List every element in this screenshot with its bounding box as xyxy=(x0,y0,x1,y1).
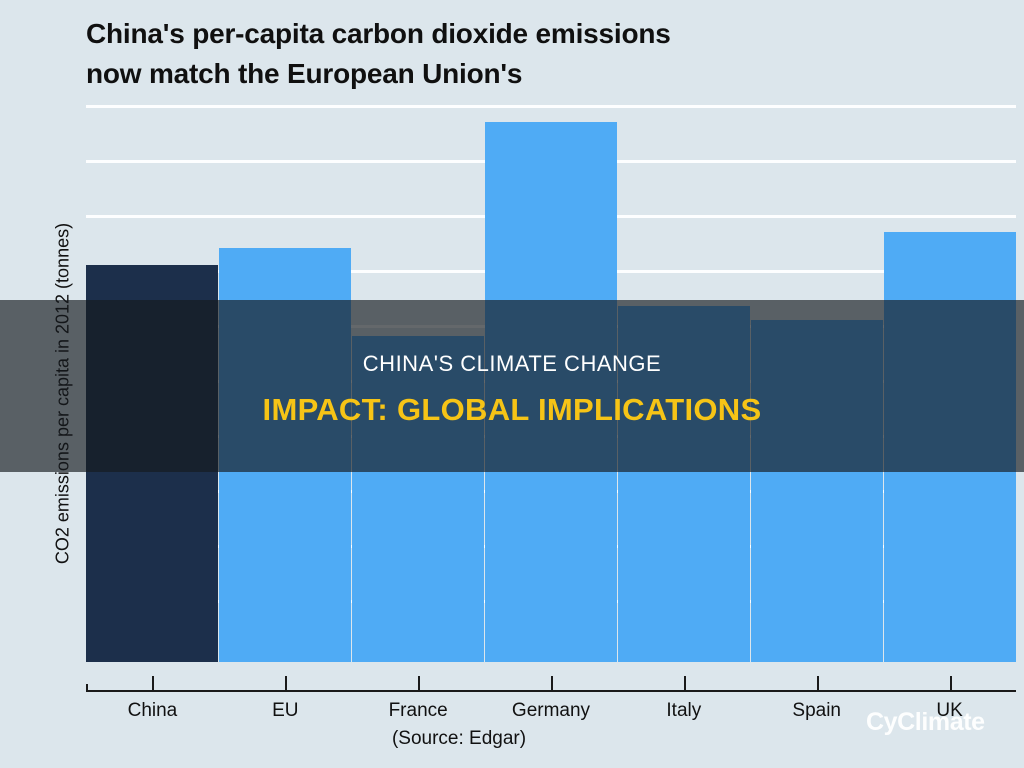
chart-title-line-1: China's per-capita carbon dioxide emissi… xyxy=(86,18,671,49)
x-axis-tick xyxy=(949,676,952,690)
source-annotation: (Source: Edgar) xyxy=(391,728,527,749)
x-axis-tick xyxy=(683,676,686,690)
x-axis-tick-label-france: France xyxy=(388,700,448,721)
overlay-headline-bottom: IMPACT: GLOBAL IMPLICATIONS xyxy=(262,392,762,427)
chart-title: China's per-capita carbon dioxide emissi… xyxy=(86,14,906,94)
overlay-headline-top: CHINA'S CLIMATE CHANGE xyxy=(362,351,662,376)
x-axis-tick xyxy=(418,676,421,690)
watermark-logo: CyClimate xyxy=(866,708,985,736)
x-axis-tick-label-uk: UK xyxy=(936,700,963,721)
gridline xyxy=(86,105,1016,108)
x-axis-tick-label-eu: EU xyxy=(272,700,299,721)
overlay-band xyxy=(0,300,1024,472)
x-axis-tick xyxy=(551,676,553,690)
x-axis-line xyxy=(86,690,1016,692)
chart-title-line-2: now match the European Union's xyxy=(86,57,523,89)
x-axis-tick-label-spain: Spain xyxy=(792,700,841,721)
x-axis-tick xyxy=(285,676,288,690)
x-axis-tick xyxy=(152,676,155,690)
x-axis-tick-label-china: China xyxy=(127,700,178,721)
x-axis-tick-label-germany: Germany xyxy=(511,700,591,721)
x-axis-tick-label-italy: Italy xyxy=(666,700,702,721)
x-axis-start-cap xyxy=(86,684,88,692)
x-axis-tick xyxy=(816,676,819,690)
